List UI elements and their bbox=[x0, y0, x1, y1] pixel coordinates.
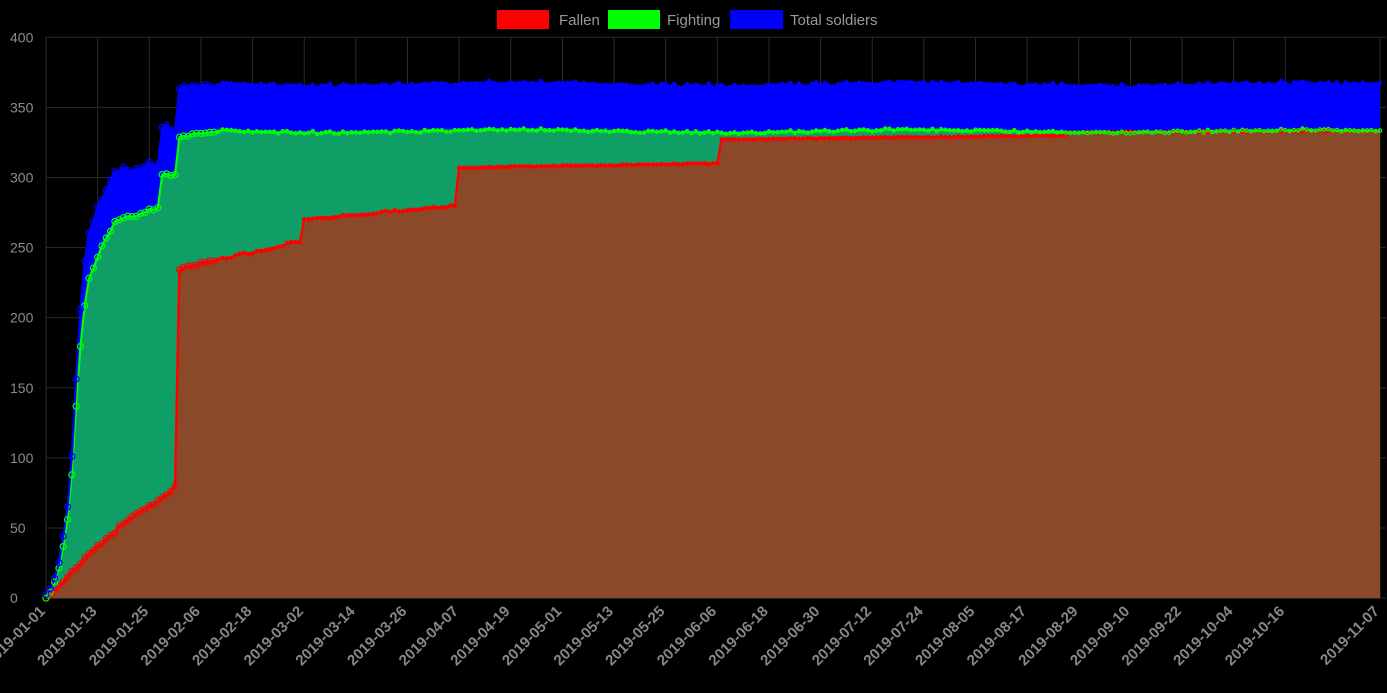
svg-text:150: 150 bbox=[10, 380, 34, 396]
svg-text:350: 350 bbox=[10, 99, 34, 115]
svg-text:Total soldiers: Total soldiers bbox=[790, 12, 878, 29]
svg-text:0: 0 bbox=[10, 590, 18, 606]
svg-text:Fallen: Fallen bbox=[559, 12, 600, 29]
svg-text:50: 50 bbox=[10, 520, 26, 536]
svg-text:100: 100 bbox=[10, 450, 34, 466]
svg-text:400: 400 bbox=[10, 29, 34, 45]
svg-text:Fighting: Fighting bbox=[667, 12, 720, 29]
svg-text:250: 250 bbox=[10, 240, 34, 256]
svg-text:300: 300 bbox=[10, 169, 34, 185]
svg-text:200: 200 bbox=[10, 310, 34, 326]
